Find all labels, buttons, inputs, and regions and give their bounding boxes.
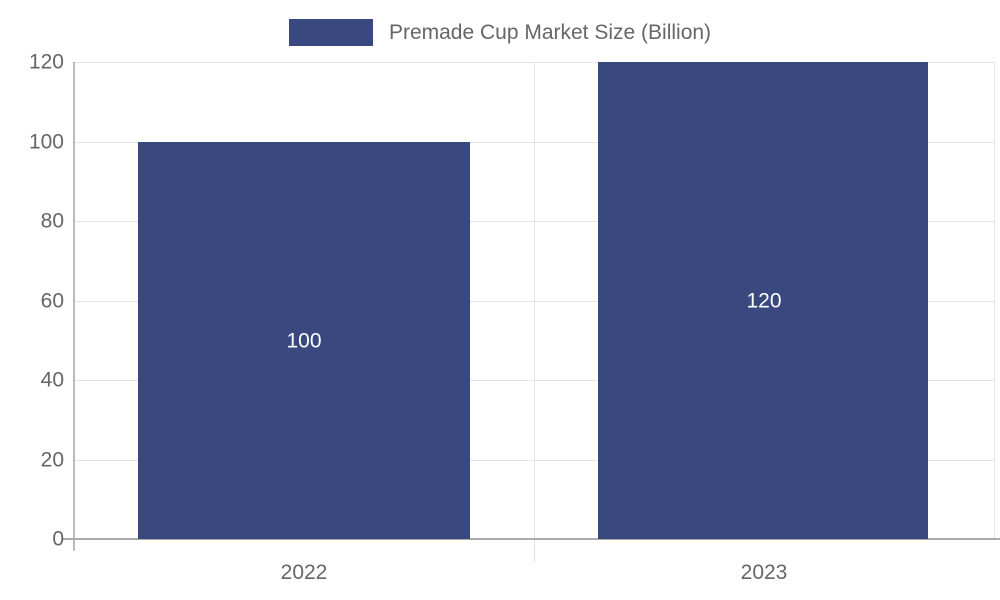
chart-legend: Premade Cup Market Size (Billion) (0, 14, 1000, 50)
y-tick-label-60: 60 (40, 289, 64, 312)
legend-label-premade-cup-market-size[interactable]: Premade Cup Market Size (Billion) (388, 20, 712, 44)
y-tick-label-100: 100 (28, 130, 64, 153)
bar-2022[interactable] (138, 142, 470, 539)
gridline-x-category-divider (534, 62, 535, 539)
y-tick-label-40: 40 (40, 368, 64, 392)
y-tick-label-80: 80 (40, 209, 64, 233)
x-axis-tick-center (534, 540, 535, 562)
x-axis-line (62, 538, 1000, 540)
y-axis-tick-labels: 120 100 80 60 40 20 0 (0, 0, 64, 600)
y-tick-label-120: 120 (28, 50, 64, 74)
gridline-x-right-edge (994, 62, 995, 539)
y-tick-label-0: 0 (52, 527, 64, 551)
bar-value-2023: 120 (746, 289, 782, 313)
bar-value-2022: 100 (286, 329, 322, 353)
x-tick-label-2022: 2022 (280, 561, 328, 584)
bar-2023[interactable] (598, 62, 928, 539)
y-tick-label-20: 20 (40, 448, 64, 471)
legend-swatch-premade-cup-market-size[interactable] (288, 18, 373, 46)
x-tick-label-2023: 2023 (740, 561, 788, 584)
y-axis-line (73, 62, 75, 551)
